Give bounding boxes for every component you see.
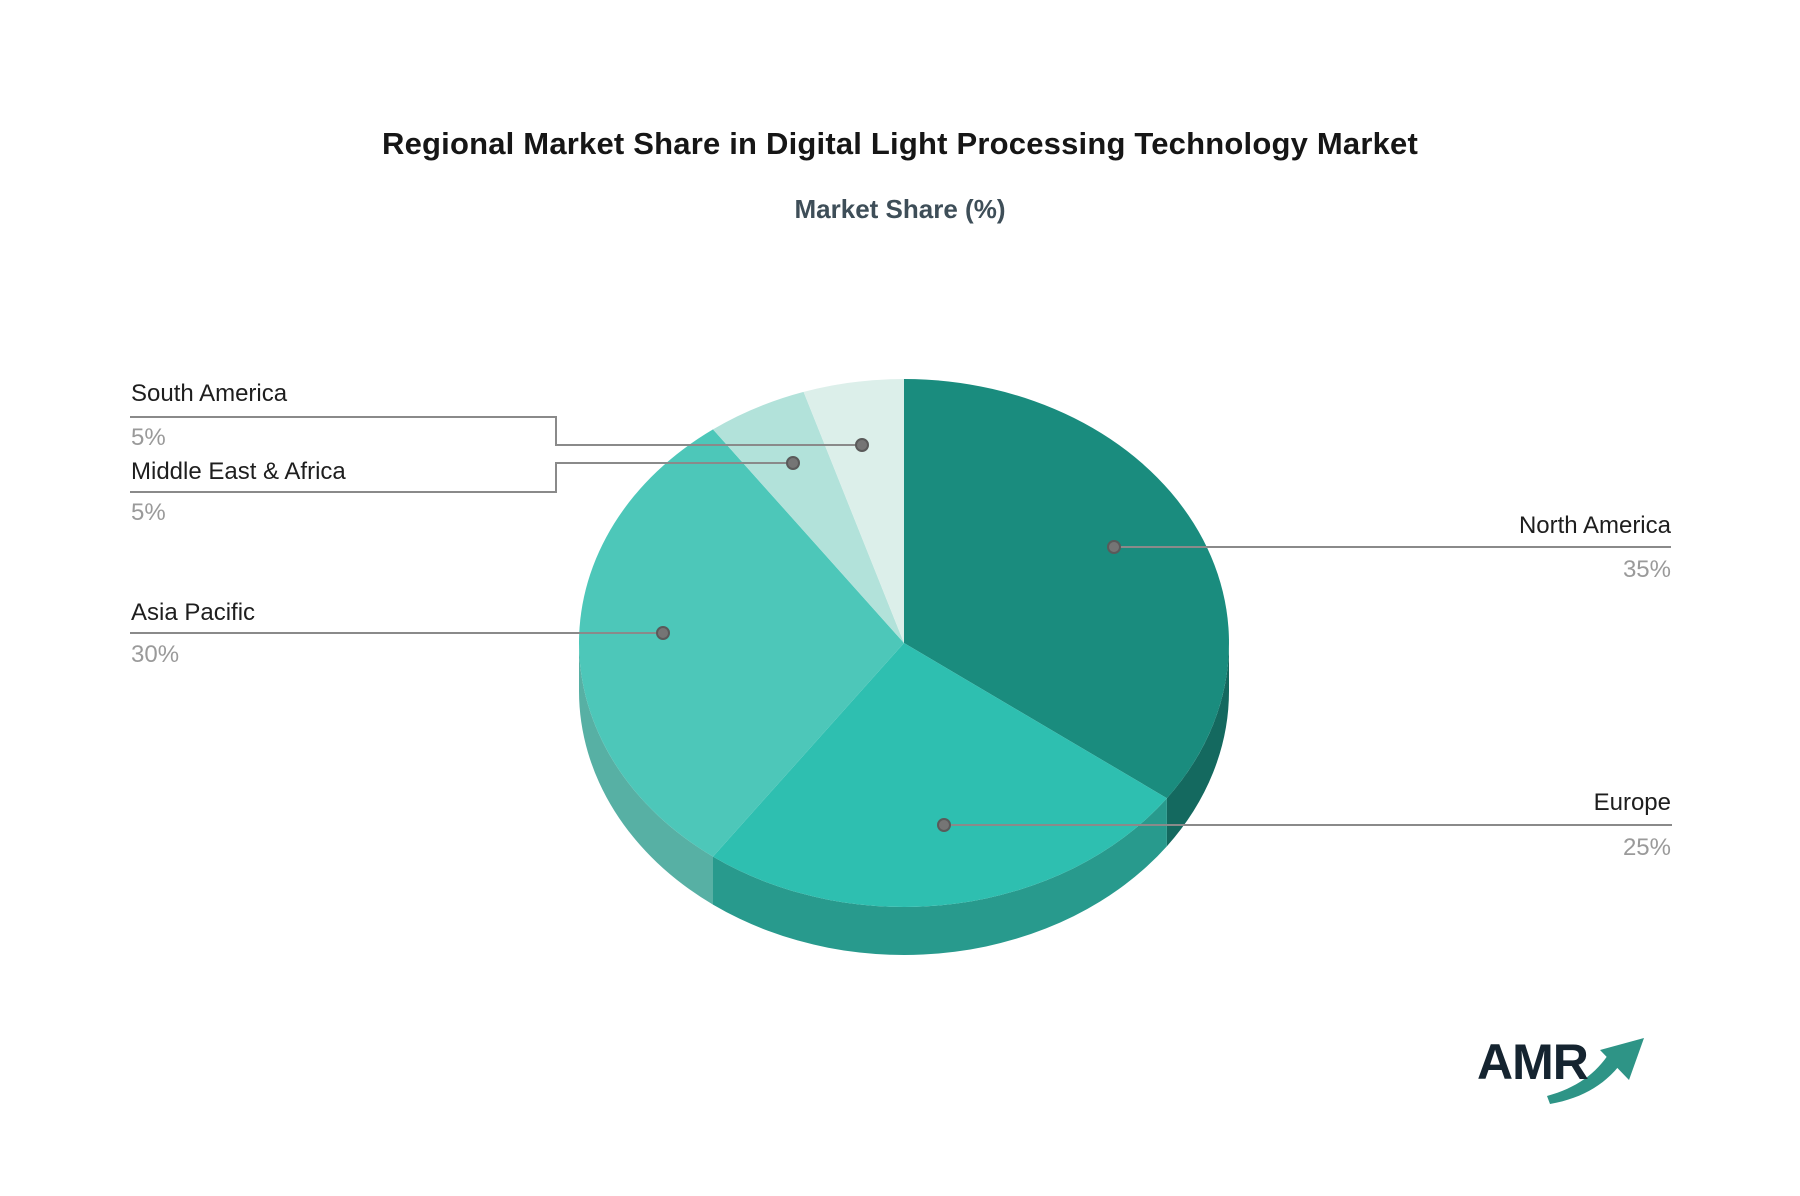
pie-slice-europe[interactable] [713,643,1167,907]
pie-slice-asia-pacific[interactable] [578,429,904,857]
callout-value-europe: 25% [1622,834,1671,861]
callout-label-north-america: North America [1518,512,1671,539]
chart-subtitle: Market Share (%) [794,194,1006,224]
pie-slice-middle-east-africa[interactable] [713,391,904,643]
leader-line-south-america [130,416,862,446]
leader-dot-south-america [855,438,869,452]
amr-logo: AMR [1477,1034,1589,1090]
pie-slice-north-america-side [1166,643,1229,847]
callout-value-north-america: 35% [1622,556,1671,583]
callout-label-middle-east-africa: Middle East & Africa [131,458,346,485]
callout-label-south-america: South America [131,380,288,407]
logo-arrow-icon [1547,1038,1644,1104]
pie-slice-asia-pacific-side [579,643,713,905]
leader-dot-north-america [1107,540,1121,554]
leader-dot-europe [937,818,951,832]
pie-slice-europe-side [713,798,1167,955]
callout-label-europe: Europe [1593,789,1671,816]
leader-dot-asia-pacific [656,626,670,640]
callout-value-asia-pacific: 30% [131,641,180,668]
leader-line-middle-east-africa [130,462,793,493]
callout-value-middle-east-africa: 5% [131,499,166,526]
pie-slice-north-america[interactable] [904,379,1229,799]
callout-value-south-america: 5% [131,424,166,451]
page-title: Regional Market Share in Digital Light P… [381,126,1419,161]
callout-label-asia-pacific: Asia Pacific [131,599,256,626]
leader-dot-middle-east-africa [786,456,800,470]
